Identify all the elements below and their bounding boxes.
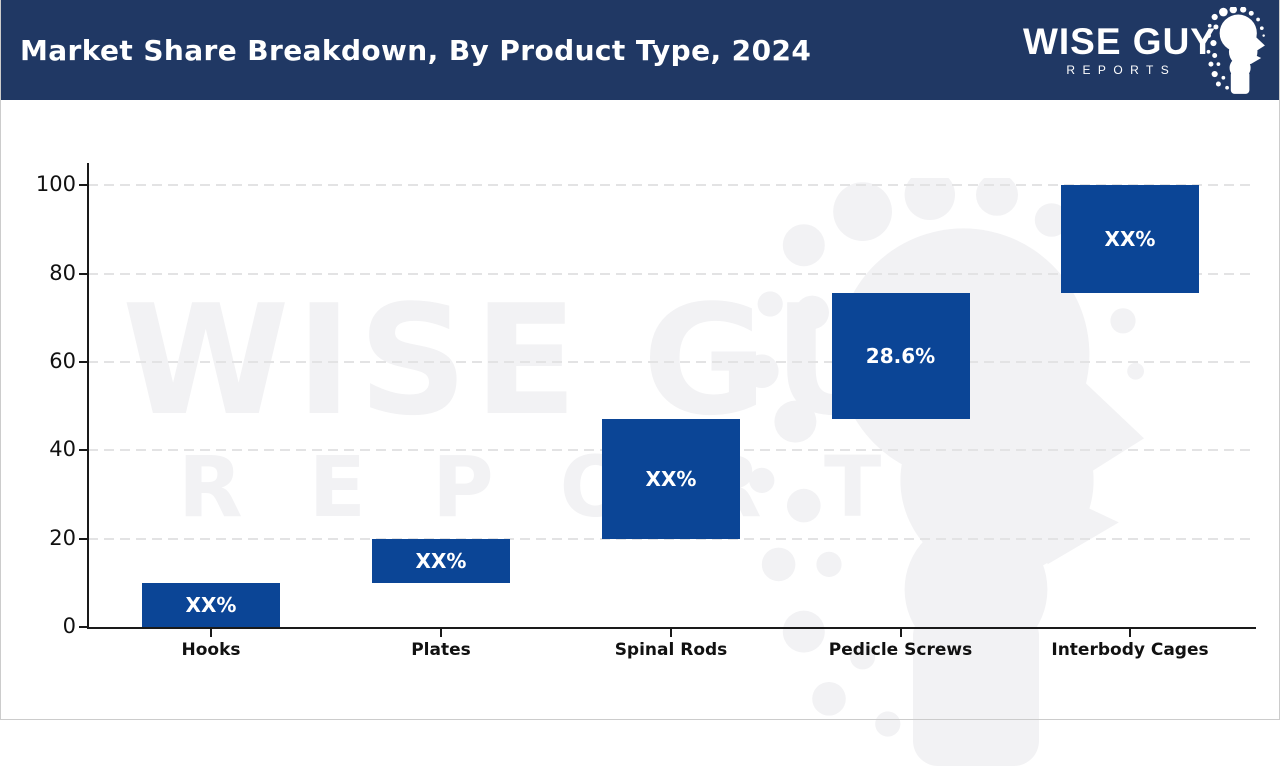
gridline xyxy=(88,184,1256,187)
y-tick-mark xyxy=(79,537,87,540)
y-tick-mark xyxy=(79,449,87,452)
gridline xyxy=(88,272,1256,275)
category-label: Hooks xyxy=(181,640,241,660)
brand-name: WISE GUY xyxy=(1022,21,1216,62)
brand-head-icon xyxy=(1206,7,1268,94)
bar-value-label: XX% xyxy=(645,467,697,492)
x-tick-mark xyxy=(1129,629,1131,637)
waterfall-bar: XX% xyxy=(602,419,740,539)
bar-value-label: XX% xyxy=(1104,227,1156,252)
y-tick-mark xyxy=(79,361,87,364)
y-tick-label: 40 xyxy=(49,437,76,462)
bar-value-label: XX% xyxy=(185,592,237,617)
brand-subtitle: REPORTS xyxy=(1066,63,1177,77)
bar-value-label: XX% xyxy=(415,548,467,573)
waterfall-bar: XX% xyxy=(372,538,510,583)
gridline xyxy=(88,361,1256,364)
y-tick-mark xyxy=(79,184,87,187)
page-title: Market Share Breakdown, By Product Type,… xyxy=(20,33,812,67)
y-tick-mark xyxy=(79,626,87,628)
category-label: Plates xyxy=(411,640,471,660)
waterfall-bar: XX% xyxy=(142,582,280,627)
y-tick-label: 20 xyxy=(49,525,76,550)
x-tick-mark xyxy=(899,629,902,637)
waterfall-bar: XX% xyxy=(1061,185,1199,294)
x-axis-line xyxy=(87,627,1256,629)
category-label: Pedicle Screws xyxy=(828,640,973,660)
header: Market Share Breakdown, By Product Type,… xyxy=(0,0,1280,100)
bar-value-label: 28.6% xyxy=(865,344,936,369)
x-tick-mark xyxy=(440,629,442,637)
y-axis-line xyxy=(87,163,89,629)
category-label: Interbody Cages xyxy=(1051,640,1209,660)
category-label: Spinal Rods xyxy=(614,640,728,660)
watermark-subtext: REPORTS xyxy=(178,438,1074,536)
x-tick-mark xyxy=(210,629,212,637)
y-tick-label: 0 xyxy=(62,614,76,638)
waterfall-bar: 28.6% xyxy=(831,293,970,420)
y-tick-label: 100 xyxy=(35,172,76,197)
gridline xyxy=(88,537,1256,540)
waterfall-chart: 0 20 40 60 80 100 XX% Hooks XX% Plates XX% Spinal R… xyxy=(35,163,1256,660)
brand-logo: WISE GUY REPORTS xyxy=(1023,6,1268,94)
y-tick-label: 80 xyxy=(49,260,76,285)
brand-logo-text: WISE GUY REPORTS xyxy=(1022,21,1216,78)
x-tick-mark xyxy=(670,629,672,637)
y-tick-mark xyxy=(79,272,87,275)
y-tick-label: 60 xyxy=(49,349,76,374)
